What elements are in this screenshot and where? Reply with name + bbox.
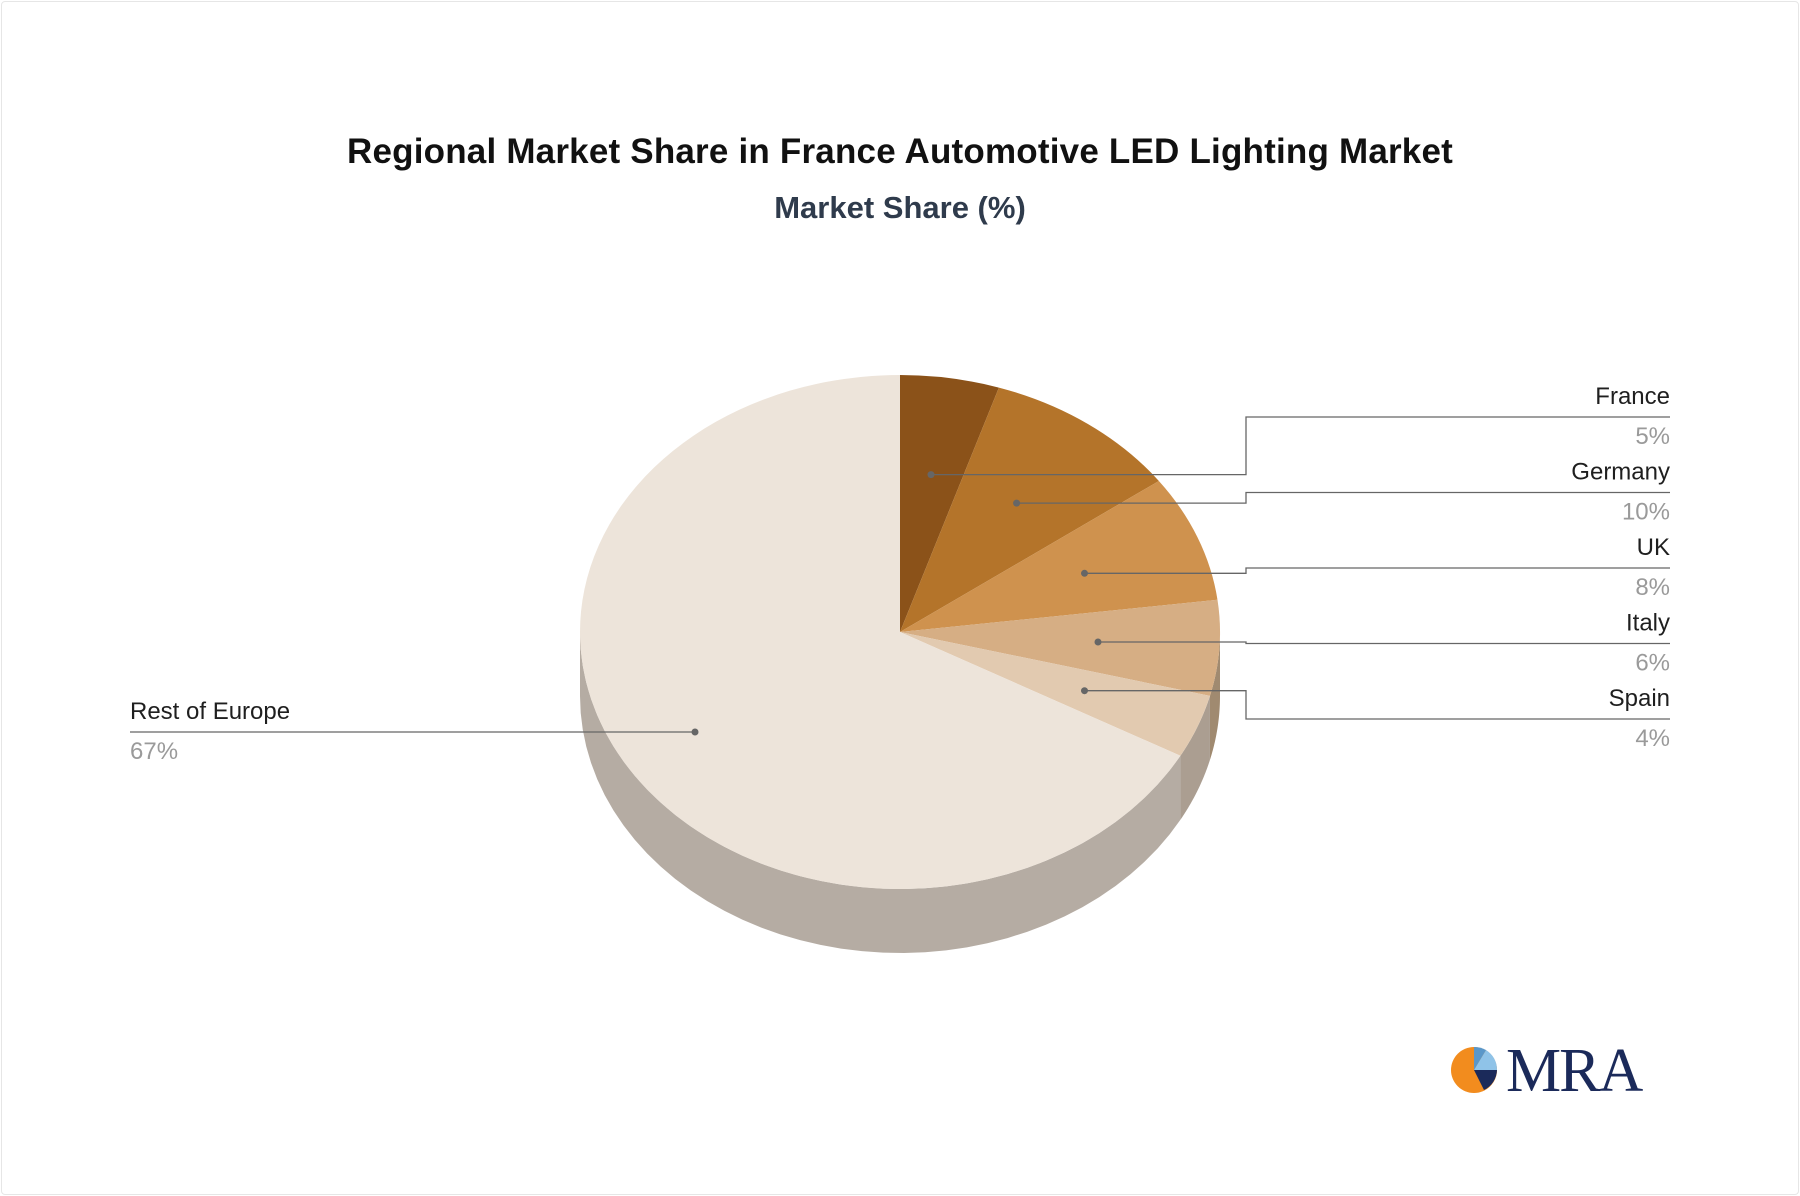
label-value-france: 5% (1635, 423, 1670, 450)
leader-dot-france (927, 471, 935, 479)
label-name-france: France (1595, 383, 1670, 410)
pie-slice-spain[interactable] (900, 632, 1210, 756)
label-name-germany: Germany (1571, 459, 1670, 486)
leader-line-uk (1084, 567, 1670, 574)
pie-side-italy (1209, 632, 1220, 760)
leader-dot-italy (1094, 638, 1102, 646)
mra-logo-icon (1451, 1046, 1498, 1093)
leader-dot-rest-of-europe (691, 728, 699, 736)
label-value-germany: 10% (1622, 499, 1670, 526)
pie-sides (580, 632, 1220, 953)
leader-dot-germany (1013, 499, 1021, 507)
leader-line-germany (1016, 491, 1670, 504)
chart-title: Regional Market Share in France Automoti… (347, 132, 1453, 171)
pie-slices (580, 375, 1221, 889)
leader-dot-spain (1081, 687, 1088, 695)
label-value-italy: 6% (1635, 650, 1670, 677)
label-name-uk: UK (1637, 534, 1670, 561)
leader-line-spain (1084, 690, 1670, 720)
label-name-italy: Italy (1626, 610, 1670, 637)
pie-slice-germany[interactable] (900, 387, 1159, 632)
leader-line-italy (1098, 641, 1670, 645)
leader-dot-uk (1081, 569, 1088, 577)
label-name-rest-of-europe: Rest of Europe (130, 698, 290, 725)
pie-leader-lines (130, 416, 1670, 736)
label-name-spain: Spain (1609, 685, 1670, 712)
label-value-spain: 4% (1635, 725, 1670, 752)
label-value-uk: 8% (1635, 574, 1670, 601)
pie-side-rest-of-europe (580, 632, 1181, 953)
pie-side-spain (1180, 695, 1210, 820)
pie-slice-italy[interactable] (900, 599, 1221, 696)
leader-line-france (931, 416, 1670, 476)
pie-labels: France 5% Germany 10% UK 8% Italy 6% Spain 4% Rest… (130, 383, 1670, 765)
pie-slice-france[interactable] (900, 375, 999, 632)
mra-logo-text: MRA (1506, 1037, 1643, 1105)
pie-slice-uk[interactable] (900, 480, 1218, 632)
label-value-rest-of-europe: 67% (130, 738, 178, 765)
pie-slice-rest-of-europe[interactable] (580, 375, 1181, 889)
chart-subtitle: Market Share (%) (774, 190, 1026, 225)
